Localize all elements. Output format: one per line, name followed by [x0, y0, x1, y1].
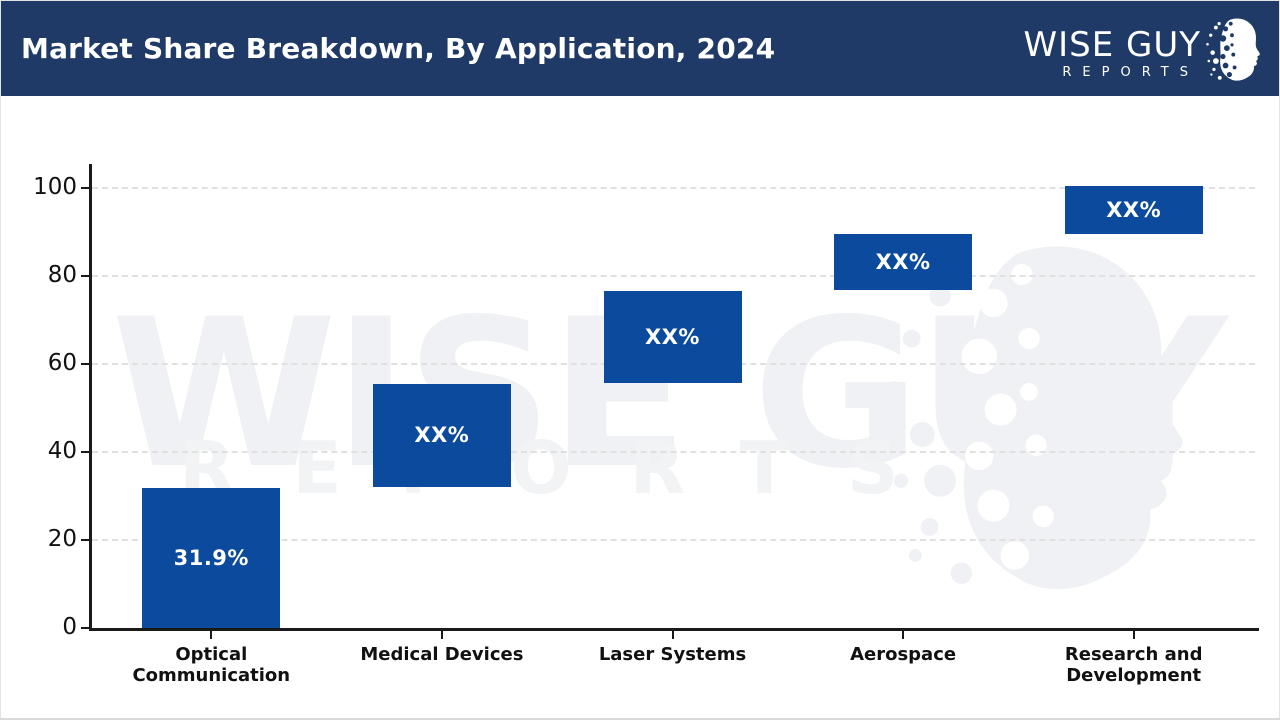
gridline	[92, 451, 1255, 453]
y-tick-label: 60	[47, 350, 77, 376]
x-tick-label: Medical Devices	[360, 644, 524, 665]
y-tick-label: 20	[47, 526, 77, 552]
bar-value-label: XX%	[875, 249, 931, 274]
logo-subtext: REPORTS	[1062, 65, 1199, 80]
x-tick-label: Laser Systems	[598, 644, 747, 665]
wiseguy-logo: WISE GUY REPORTS	[1004, 7, 1269, 93]
gridline	[92, 187, 1255, 189]
bar-value-label: XX%	[1106, 197, 1162, 222]
header-bar: Market Share Breakdown, By Application, …	[1, 1, 1279, 96]
x-axis-line	[89, 628, 1259, 631]
bar-value-label: 31.9%	[173, 545, 249, 570]
x-tick-mark	[1132, 631, 1135, 639]
bar: XX%	[372, 383, 511, 487]
x-tick-mark	[210, 631, 213, 639]
watermark-subtext: REPORTS	[179, 426, 957, 510]
bar: XX%	[1064, 186, 1203, 234]
chart-area: WISE GUY REPORTS 0 20 40 60 80 100 31.9% Optica…	[1, 96, 1279, 718]
wiseguy-head-icon	[1206, 18, 1260, 81]
y-axis-line	[89, 164, 92, 631]
logo-wordmark: WISE GUY	[1023, 25, 1201, 65]
y-tick-mark	[81, 363, 89, 365]
gridline	[92, 275, 1255, 277]
bar: XX%	[603, 290, 742, 384]
bar-value-label: XX%	[645, 324, 700, 349]
page-title: Market Share Breakdown, By Application, …	[21, 32, 776, 65]
x-tick-mark	[440, 631, 443, 639]
bar: 31.9%	[142, 487, 281, 628]
y-tick-mark	[81, 451, 89, 453]
x-tick-label: Research and Development	[1064, 644, 1203, 686]
y-tick-mark	[81, 539, 89, 541]
x-tick-label: Aerospace	[850, 644, 957, 665]
x-tick-label: Optical Communication	[132, 644, 291, 686]
y-tick-label: 100	[33, 174, 77, 200]
y-tick-mark	[81, 275, 89, 277]
y-tick-label: 80	[47, 262, 77, 288]
x-tick-mark	[902, 631, 905, 639]
y-tick-label: 0	[62, 614, 77, 640]
x-tick-mark	[671, 631, 674, 639]
watermark-head-icon	[886, 246, 1183, 590]
gridline	[92, 539, 1255, 541]
y-tick-label: 40	[47, 438, 77, 464]
y-tick-mark	[81, 187, 89, 189]
bar-value-label: XX%	[414, 423, 470, 448]
bar: XX%	[834, 234, 973, 290]
y-tick-mark	[81, 627, 89, 629]
